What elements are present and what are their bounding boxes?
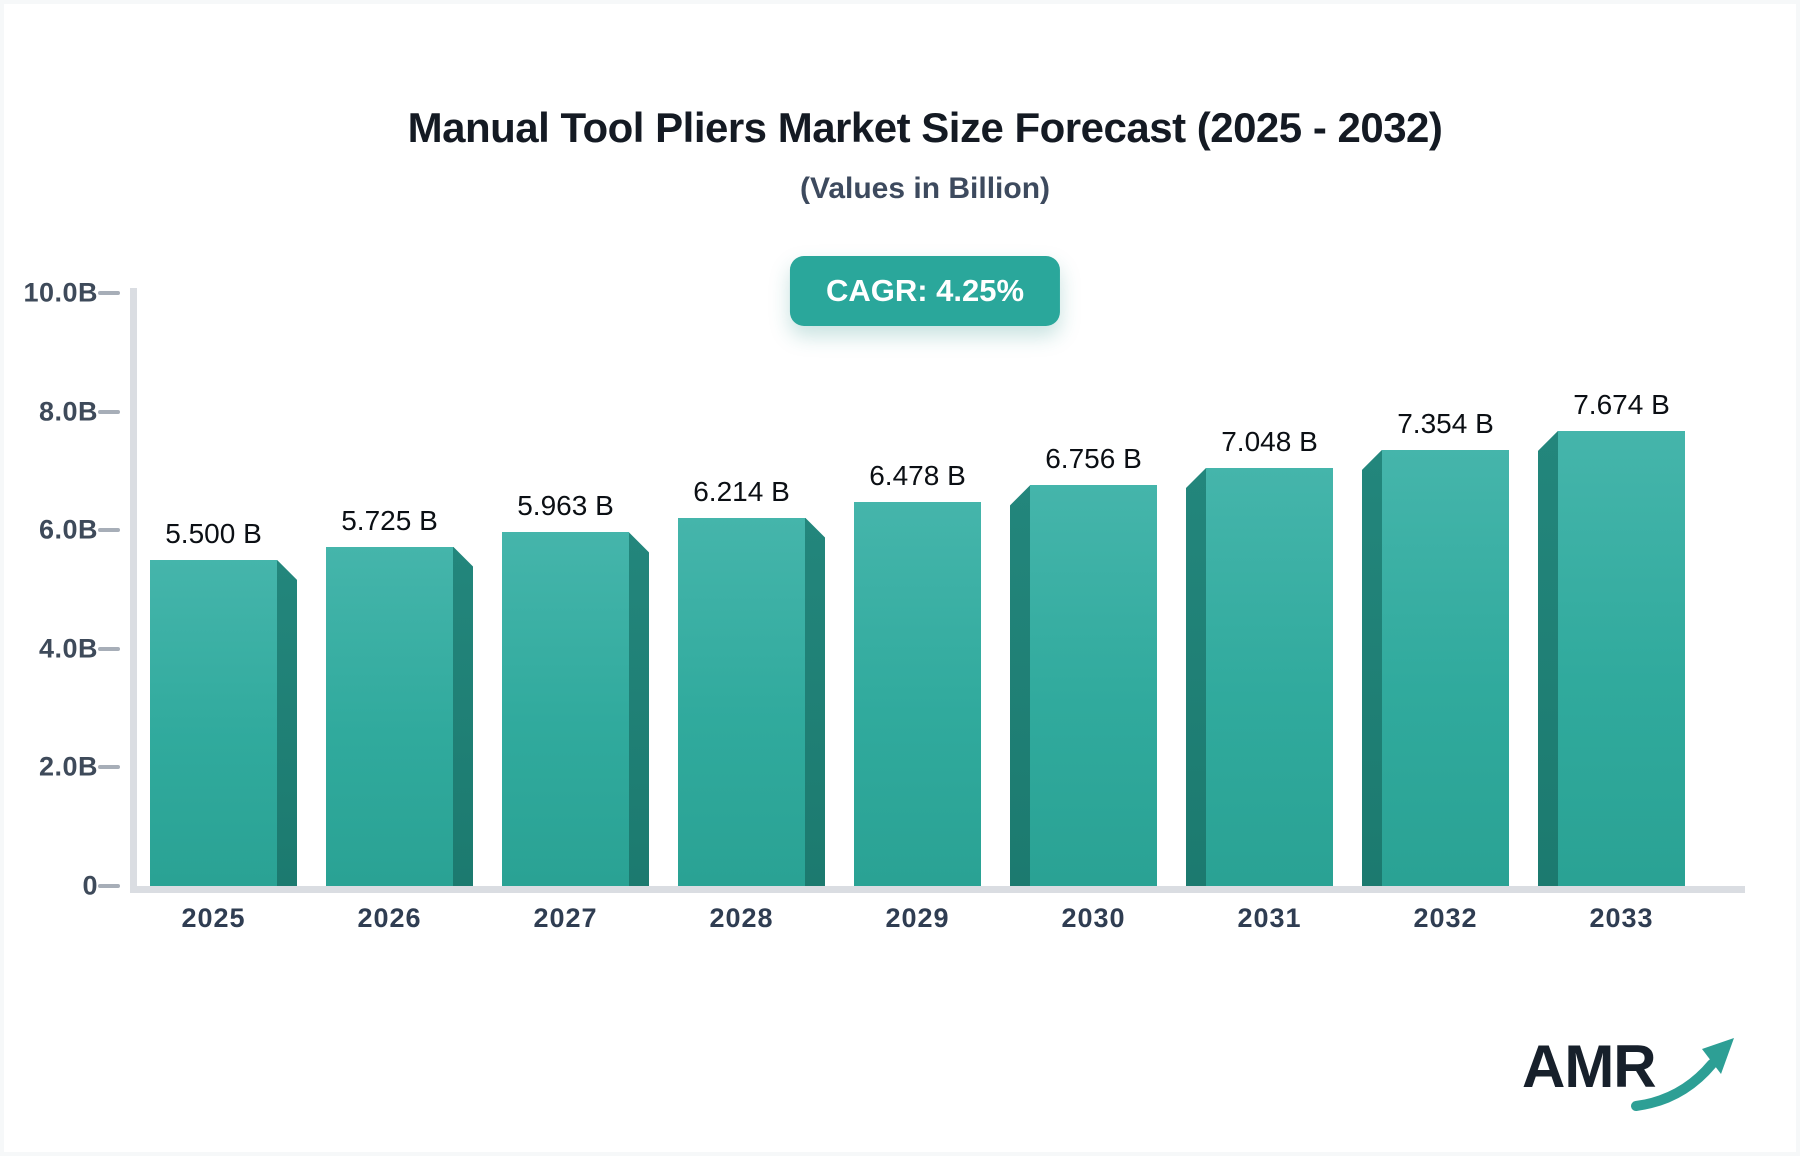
y-axis-tick-label: 0 [82,870,98,901]
chart-subtitle: (Values in Billion) [799,172,1051,205]
bar-value-label: 7.048 B [1221,426,1318,458]
y-axis-tick-label: 8.0B [38,396,98,427]
bar-3d-side-2026 [453,546,473,886]
bar-3d-side-2031 [1186,468,1206,886]
bar-2028[interactable] [678,517,805,886]
cagr-badge: CAGR: 4.25% [789,256,1061,326]
y-axis-tick-mark [98,291,120,295]
bar-value-label: 5.963 B [517,490,614,522]
amr-logo-text: AMR [1522,1033,1657,1100]
bar-2033[interactable] [1558,430,1685,886]
bar-3d-side-2032 [1362,449,1382,886]
y-axis-tick-label: 2.0B [38,751,98,782]
x-axis-baseline [130,886,1745,893]
bar-3d-side-2033 [1538,430,1558,886]
y-axis-line [130,288,137,890]
y-axis-tick-mark [98,409,120,414]
bar-value-label: 7.674 B [1573,388,1670,420]
bar-2027[interactable] [502,532,629,886]
x-axis-label-2028: 2028 [709,903,774,933]
bar-value-label: 6.756 B [1045,443,1142,475]
x-axis-label-2030: 2030 [1061,903,1126,933]
bar-value-label: 7.354 B [1397,407,1494,439]
x-axis-label-2033: 2033 [1589,903,1654,933]
x-axis-label-2031: 2031 [1237,903,1302,933]
y-axis-tick-mark [98,884,120,888]
bar-value-label: 5.500 B [165,517,262,549]
y-axis-tick-mark [98,646,120,651]
x-axis-label-2029: 2029 [885,903,950,933]
bar-2030[interactable] [1030,485,1157,886]
chart-title: Manual Tool Pliers Market Size Forecast … [407,104,1443,151]
growth-arrow-icon [1631,1038,1734,1111]
y-axis-tick-mark [98,528,120,533]
bar-value-label: 6.478 B [869,459,966,491]
bar-3d-side-2025 [277,559,297,886]
bar-2029[interactable] [854,501,981,886]
bar-2025[interactable] [150,559,277,886]
amr-logo: AMR [1522,1030,1752,1120]
bar-value-label: 6.214 B [693,475,790,507]
y-axis-tick-label: 6.0B [38,514,98,545]
y-axis-tick-label: 4.0B [38,633,98,664]
bar-3d-side-2030 [1010,485,1030,886]
x-axis-label-2032: 2032 [1413,903,1478,933]
bar-value-label: 5.725 B [341,504,438,536]
bar-2026[interactable] [326,546,453,886]
x-axis-label-2026: 2026 [357,903,422,933]
bar-3d-side-2028 [805,517,825,886]
bar-2032[interactable] [1382,449,1509,886]
x-axis-label-2025: 2025 [181,903,246,933]
bar-3d-side-2027 [629,532,649,886]
bar-2031[interactable] [1206,468,1333,886]
y-axis-tick-label: 10.0B [23,277,98,308]
y-axis-tick-mark [98,765,120,770]
x-axis-label-2027: 2027 [533,903,598,933]
